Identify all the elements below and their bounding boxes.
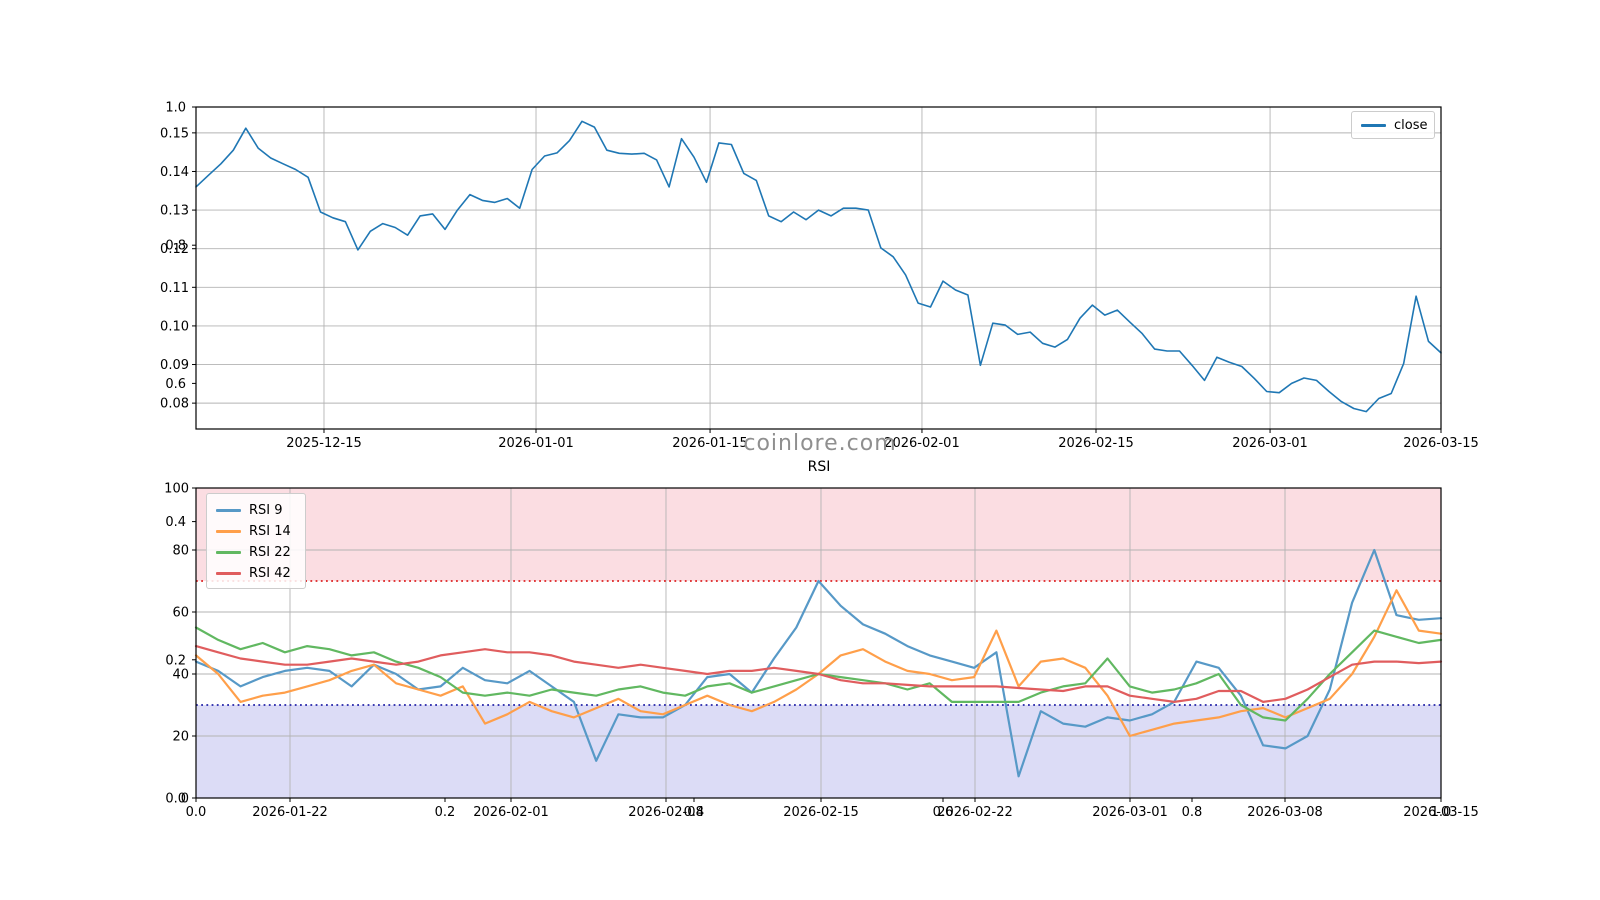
legend-item-rsi14: RSI 14 <box>207 521 305 542</box>
x-tick-label: 2026-02-15 <box>1058 436 1134 451</box>
rsi22-line-swatch <box>216 551 241 554</box>
overlay-x-tick-label: 0.8 <box>1182 805 1203 820</box>
legend-item-rsi42: RSI 42 <box>207 563 305 584</box>
y-tick-label: 60 <box>172 606 189 621</box>
y-tick-label: 0.12 <box>160 242 189 257</box>
x-tick-label: 2026-03-15 <box>1403 436 1479 451</box>
x-tick-label: 2026-03-15 <box>1403 805 1479 820</box>
legend-label-rsi22: RSI 22 <box>249 545 291 560</box>
y-tick-label: 80 <box>172 544 189 559</box>
y-tick-label: 100 <box>164 482 189 497</box>
overlay-y-tick-label: 0.4 <box>165 515 186 530</box>
rsi-legend: RSI 9 RSI 14 RSI 22 RSI 42 <box>206 493 306 589</box>
y-tick-label: 0 <box>181 792 189 807</box>
overlay-y-tick-label: 0.6 <box>165 377 186 392</box>
legend-label-rsi9: RSI 9 <box>249 503 283 518</box>
close-line-swatch <box>1361 123 1386 127</box>
y-tick-label: 0.10 <box>160 319 189 334</box>
x-tick-label: 2026-01-01 <box>498 436 574 451</box>
x-tick-label: 2026-01-15 <box>672 436 748 451</box>
axes-spines <box>195 487 1442 799</box>
y-tick-label: 0.15 <box>160 126 189 141</box>
legend-item-rsi9: RSI 9 <box>207 500 305 521</box>
overlay-x-tick-label: 0.6 <box>933 805 954 820</box>
x-tick-label: 2026-02-08 <box>628 805 704 820</box>
x-tick-label: 2025-12-15 <box>286 436 362 451</box>
overlay-y-tick-label: 0.2 <box>165 653 186 668</box>
price-series-line-close <box>195 120 1442 413</box>
x-tick-label: 2026-02-15 <box>783 805 859 820</box>
price-legend: close <box>1351 111 1435 139</box>
x-tick-label: 2026-02-01 <box>473 805 549 820</box>
x-tick-label: 2026-03-08 <box>1247 805 1323 820</box>
RSI-series-line-rsi-9 <box>194 548 1443 778</box>
overlay-y-tick-label: 0.8 <box>165 239 186 254</box>
watermark: coinlore.com <box>743 431 897 456</box>
y-tick-label: 0.13 <box>160 204 189 219</box>
y-tick-label: 0.08 <box>160 397 189 412</box>
overlay-x-tick-label: 0.2 <box>435 805 456 820</box>
y-tick-label: 40 <box>172 668 189 683</box>
RSI-series-line-rsi-42 <box>194 644 1443 704</box>
rsi14-line-swatch <box>216 530 241 533</box>
legend-label-close: close <box>1394 117 1428 133</box>
y-tick-label: 0.14 <box>160 165 189 180</box>
overlay-x-tick-label: 0.0 <box>186 805 207 820</box>
overlay-y-tick-label: 1.0 <box>165 101 186 116</box>
x-tick-label: 2026-03-01 <box>1092 805 1168 820</box>
overbought-band <box>196 488 1441 581</box>
x-tick-label: 2026-03-01 <box>1232 436 1308 451</box>
overlay-x-tick-label: 1.0 <box>1431 805 1452 820</box>
y-tick-label: 20 <box>172 730 189 745</box>
legend-label-rsi42: RSI 42 <box>249 566 291 581</box>
overlay-x-tick-label: 0.4 <box>684 805 705 820</box>
rsi9-line-swatch <box>216 509 241 512</box>
legend-item-rsi22: RSI 22 <box>207 542 305 563</box>
x-tick-label: 2026-02-22 <box>937 805 1013 820</box>
y-tick-label: 0.09 <box>160 358 189 373</box>
legend-label-rsi14: RSI 14 <box>249 524 291 539</box>
overlay-y-tick-label: 0.0 <box>165 792 186 807</box>
rsi-title: RSI <box>807 459 831 475</box>
rsi42-line-swatch <box>216 572 241 575</box>
x-tick-label: 2026-02-01 <box>884 436 960 451</box>
oversold-band <box>196 705 1441 798</box>
x-tick-label: 2026-01-22 <box>252 805 328 820</box>
axes-spines <box>195 106 1442 430</box>
y-tick-label: 0.11 <box>160 281 189 296</box>
